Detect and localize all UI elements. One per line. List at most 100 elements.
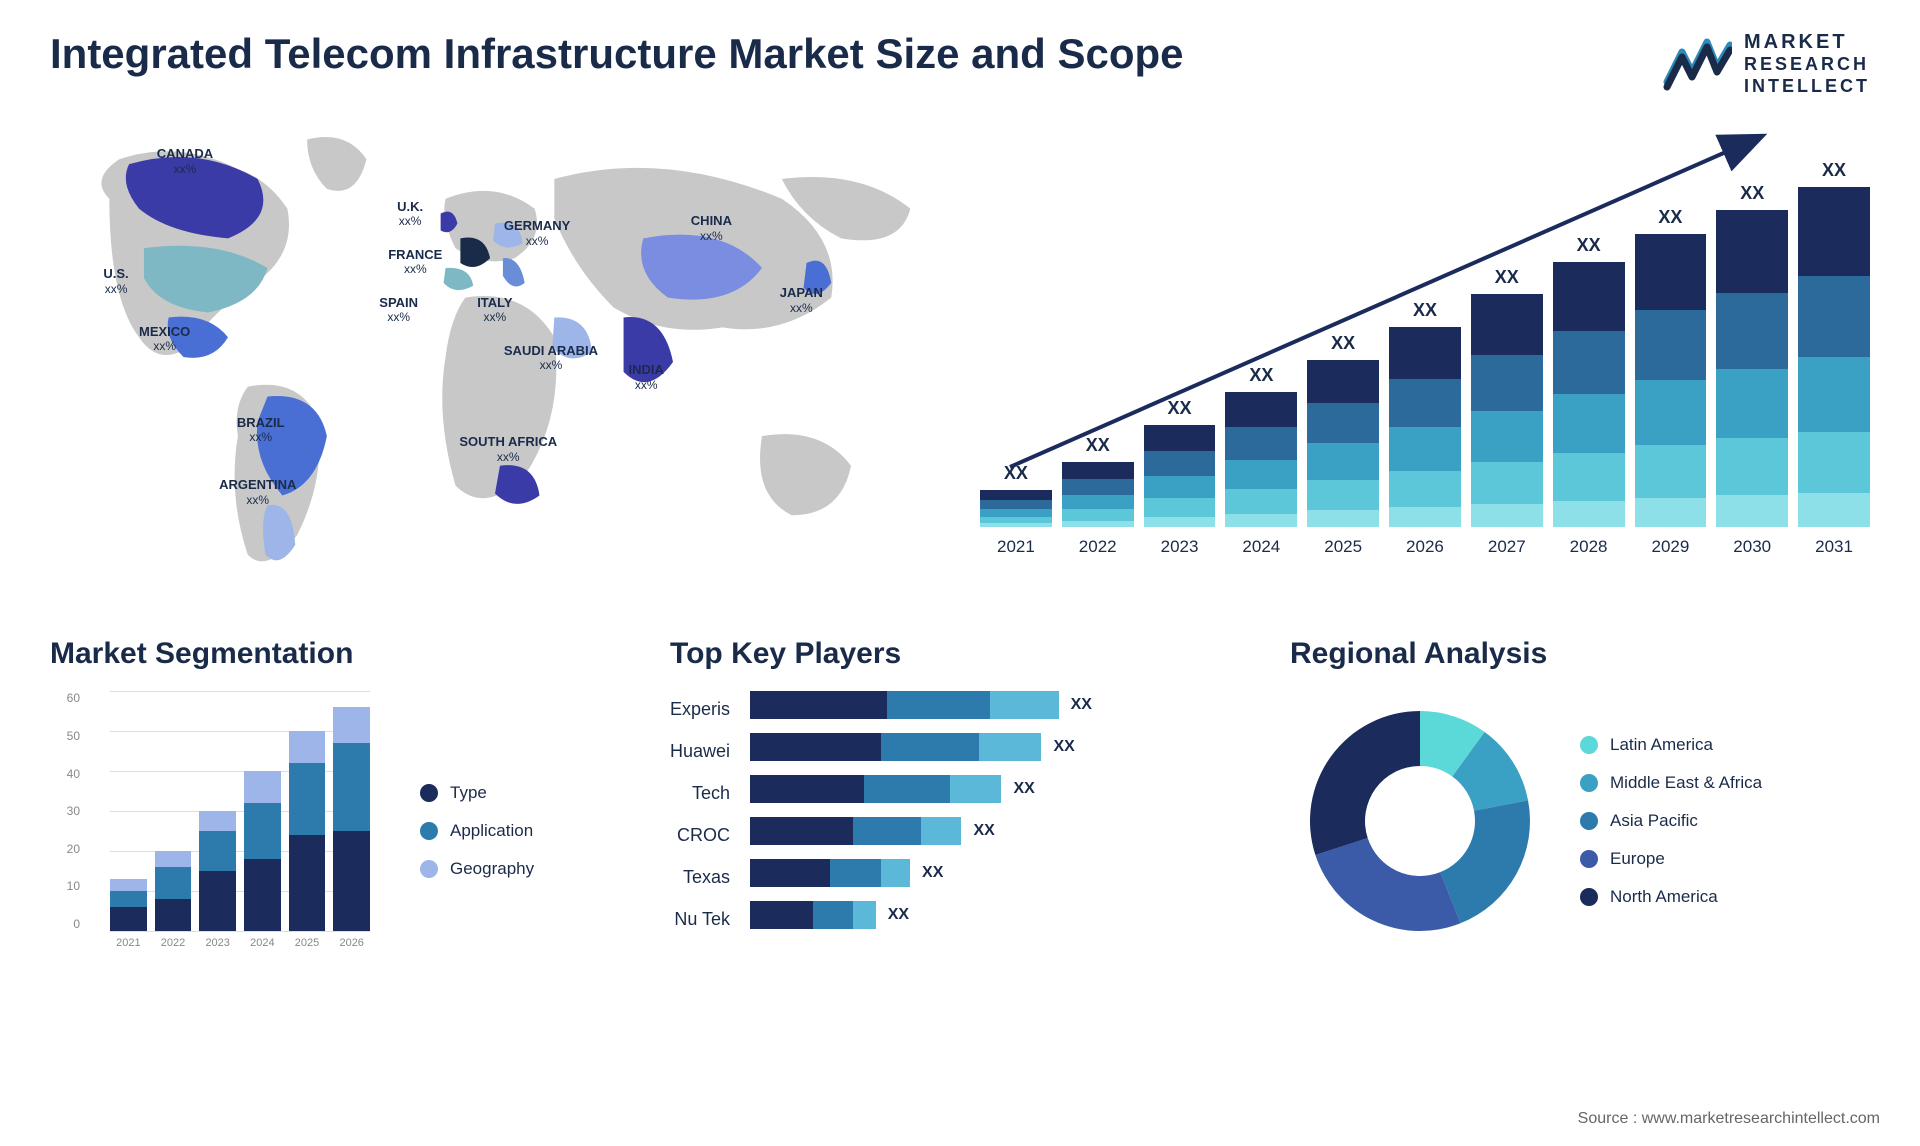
bar-year-label: 2026	[1406, 537, 1444, 557]
bar-top-label: XX	[1331, 333, 1355, 354]
map-country-label: U.S.xx%	[103, 266, 128, 296]
source-attribution: Source : www.marketresearchintellect.com	[1578, 1110, 1880, 1128]
players-section: Top Key Players ExperisHuaweiTechCROCTex…	[670, 637, 1250, 971]
seg-ytick: 60	[50, 691, 80, 705]
main-bar: XX 2031	[1798, 160, 1870, 557]
bar-year-label: 2021	[997, 537, 1035, 557]
seg-bars	[110, 691, 370, 931]
main-bar: XX 2028	[1553, 235, 1625, 557]
seg-bar	[199, 811, 236, 931]
player-bar: XX	[750, 859, 1250, 887]
bar-top-label: XX	[1413, 300, 1437, 321]
player-bar: XX	[750, 901, 1250, 929]
segmentation-title: Market Segmentation	[50, 637, 630, 671]
seg-ytick: 10	[50, 879, 80, 893]
bar-year-label: 2024	[1242, 537, 1280, 557]
region-legend-item: Asia Pacific	[1580, 811, 1762, 831]
page-title: Integrated Telecom Infrastructure Market…	[50, 30, 1184, 78]
player-name: Experis	[670, 695, 730, 723]
logo-text-2: RESEARCH	[1744, 54, 1870, 76]
map-country-label: SAUDI ARABIAxx%	[504, 343, 598, 373]
bar-year-label: 2028	[1570, 537, 1608, 557]
map-country-shape	[495, 465, 540, 504]
region-legend-item: Latin America	[1580, 735, 1762, 755]
player-name: Texas	[670, 863, 730, 891]
brand-logo: MARKET RESEARCH INTELLECT	[1662, 30, 1870, 97]
bar-top-label: XX	[1168, 398, 1192, 419]
seg-year-label: 2022	[155, 937, 192, 949]
donut-segment	[1440, 801, 1530, 924]
seg-ytick: 20	[50, 842, 80, 856]
bar-top-label: XX	[1740, 183, 1764, 204]
bar-year-label: 2025	[1324, 537, 1362, 557]
region-legend-item: North America	[1580, 887, 1762, 907]
donut-segment	[1315, 838, 1460, 931]
main-bar: XX 2026	[1389, 300, 1461, 557]
seg-y-axis: 6050403020100	[50, 691, 80, 931]
seg-year-label: 2024	[244, 937, 281, 949]
bar-top-label: XX	[1004, 463, 1028, 484]
main-bar: XX 2021	[980, 463, 1052, 557]
bar-top-label: XX	[1822, 160, 1846, 181]
map-svg	[50, 117, 940, 597]
map-country-label: U.K.xx%	[397, 199, 423, 229]
logo-icon	[1662, 37, 1732, 91]
seg-legend-item: Type	[420, 783, 534, 803]
regional-section: Regional Analysis Latin AmericaMiddle Ea…	[1290, 637, 1870, 971]
segmentation-section: Market Segmentation 6050403020100 202120…	[50, 637, 630, 971]
seg-bar	[333, 707, 370, 931]
main-bar: XX 2025	[1307, 333, 1379, 558]
player-name: Nu Tek	[670, 905, 730, 933]
seg-legend-item: Application	[420, 821, 534, 841]
map-country-label: ARGENTINAxx%	[219, 477, 296, 507]
map-country-label: SPAINxx%	[379, 295, 418, 325]
map-country-shape	[503, 258, 525, 287]
player-value: XX	[1053, 738, 1074, 756]
bar-year-label: 2029	[1651, 537, 1689, 557]
player-name: Tech	[670, 779, 730, 807]
donut-chart	[1290, 691, 1550, 951]
map-country-label: CHINAxx%	[691, 213, 732, 243]
region-legend: Latin AmericaMiddle East & AfricaAsia Pa…	[1580, 735, 1762, 907]
bar-top-label: XX	[1086, 435, 1110, 456]
main-bar: XX2024	[1225, 365, 1297, 557]
seg-ytick: 40	[50, 767, 80, 781]
map-country-shape	[444, 268, 474, 290]
bar-year-label: 2023	[1161, 537, 1199, 557]
main-bar: XX 2022	[1062, 435, 1134, 557]
map-country-label: CANADAxx%	[157, 146, 213, 176]
seg-bar	[244, 771, 281, 931]
map-country-label: GERMANYxx%	[504, 218, 570, 248]
player-value: XX	[973, 822, 994, 840]
regional-title: Regional Analysis	[1290, 637, 1870, 671]
bar-top-label: XX	[1577, 235, 1601, 256]
logo-text-3: INTELLECT	[1744, 76, 1870, 98]
seg-bar	[110, 879, 147, 931]
map-country-label: JAPANxx%	[780, 285, 823, 315]
bar-year-label: 2027	[1488, 537, 1526, 557]
main-growth-chart: XX2021XX2022XX2023XX2024XX2025XX2026XX20…	[980, 117, 1870, 597]
map-country-label: MEXICOxx%	[139, 324, 190, 354]
bar-year-label: 2022	[1079, 537, 1117, 557]
player-value: XX	[888, 906, 909, 924]
seg-bar	[155, 851, 192, 931]
main-bar: XX 2023	[1144, 398, 1216, 557]
player-value: XX	[1071, 696, 1092, 714]
bar-top-label: XX	[1658, 207, 1682, 228]
bar-year-label: 2031	[1815, 537, 1853, 557]
region-legend-item: Europe	[1580, 849, 1762, 869]
world-map: CANADAxx%U.S.xx%MEXICOxx%BRAZILxx%ARGENT…	[50, 117, 940, 597]
seg-bar	[289, 731, 326, 931]
player-name: Huawei	[670, 737, 730, 765]
player-bar: XX	[750, 733, 1250, 761]
main-bar: XX 2029	[1635, 207, 1707, 557]
player-bar: XX	[750, 775, 1250, 803]
seg-year-label: 2021	[110, 937, 147, 949]
seg-year-label: 2025	[289, 937, 326, 949]
player-value: XX	[922, 864, 943, 882]
players-title: Top Key Players	[670, 637, 1250, 671]
seg-ytick: 50	[50, 729, 80, 743]
player-bar: XX	[750, 817, 1250, 845]
seg-year-label: 2023	[199, 937, 236, 949]
map-country-label: INDIAxx%	[629, 362, 664, 392]
